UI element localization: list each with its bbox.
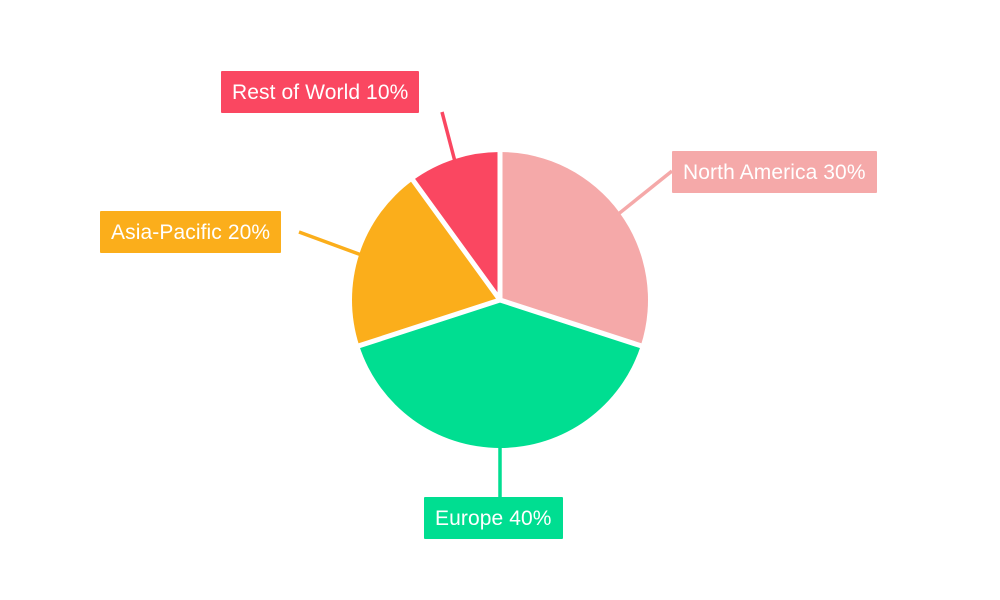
slice-divider-line bbox=[497, 297, 645, 349]
leader-line-north-america bbox=[617, 169, 674, 216]
pie-label-rest-of-world[interactable]: Rest of World 10% bbox=[221, 71, 420, 113]
leader-line-rest-of-world bbox=[440, 111, 457, 162]
pie-slice-europe[interactable] bbox=[359, 300, 641, 449]
leader-line-asia-pacific bbox=[298, 230, 362, 257]
pie-slices bbox=[351, 152, 649, 449]
pie-slice-north-america[interactable] bbox=[500, 152, 649, 346]
pie-slice-dividers bbox=[355, 148, 645, 349]
pie-label-north-america[interactable]: North America 30% bbox=[672, 151, 877, 193]
label-leader-lines bbox=[298, 111, 674, 497]
slice-divider-line bbox=[355, 297, 503, 349]
slice-divider-line bbox=[409, 176, 503, 303]
pie-slice-asia-pacific[interactable] bbox=[351, 180, 500, 346]
pie-label-asia-pacific[interactable]: Asia-Pacific 20% bbox=[100, 211, 282, 253]
pie-slice-rest-of-world[interactable] bbox=[413, 152, 500, 300]
pie-label-europe[interactable]: Europe 40% bbox=[424, 497, 563, 539]
